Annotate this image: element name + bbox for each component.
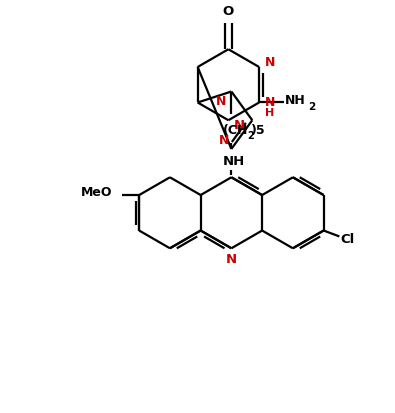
Text: MeO: MeO bbox=[81, 186, 112, 199]
Text: N: N bbox=[219, 133, 229, 147]
Text: Cl: Cl bbox=[340, 233, 354, 246]
Text: O: O bbox=[223, 5, 234, 18]
Text: N: N bbox=[226, 253, 237, 266]
Text: (CH: (CH bbox=[223, 124, 248, 138]
Text: 2: 2 bbox=[308, 102, 315, 112]
Text: NH: NH bbox=[285, 93, 305, 107]
Text: NH: NH bbox=[223, 155, 245, 168]
Text: N: N bbox=[234, 119, 245, 132]
Text: N: N bbox=[216, 95, 227, 108]
Text: N: N bbox=[265, 96, 275, 109]
Text: N: N bbox=[265, 56, 275, 69]
Text: 2: 2 bbox=[247, 131, 254, 141]
Text: H: H bbox=[265, 108, 275, 119]
Text: )5: )5 bbox=[251, 124, 266, 138]
